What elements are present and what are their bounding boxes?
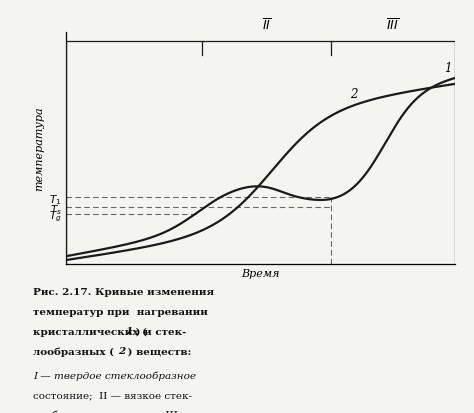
X-axis label: Время: Время (241, 268, 280, 278)
Text: ) веществ:: ) веществ: (124, 347, 191, 356)
Text: $\overline{III}$: $\overline{III}$ (386, 18, 400, 33)
Text: $\overline{II}$: $\overline{II}$ (262, 18, 271, 33)
Text: I — твердое стеклообразное: I — твердое стеклообразное (33, 370, 196, 380)
Text: лообразное состояние;  III —: лообразное состояние; III — (33, 410, 191, 413)
Text: 1: 1 (126, 327, 133, 336)
Y-axis label: температура: температура (35, 107, 45, 191)
Text: 2: 2 (118, 347, 125, 356)
Text: кристаллических (: кристаллических ( (33, 327, 151, 336)
Text: 1: 1 (445, 62, 452, 75)
Text: температур при  нагревании: температур при нагревании (33, 307, 208, 316)
Text: лообразных (: лообразных ( (33, 347, 118, 356)
Text: ) и стек-: ) и стек- (132, 327, 186, 336)
Text: 2: 2 (350, 88, 357, 101)
Text: состояние;  II — вязкое стек-: состояние; II — вязкое стек- (33, 390, 192, 399)
Text: Рис. 2.17. Кривые изменения: Рис. 2.17. Кривые изменения (33, 287, 214, 296)
